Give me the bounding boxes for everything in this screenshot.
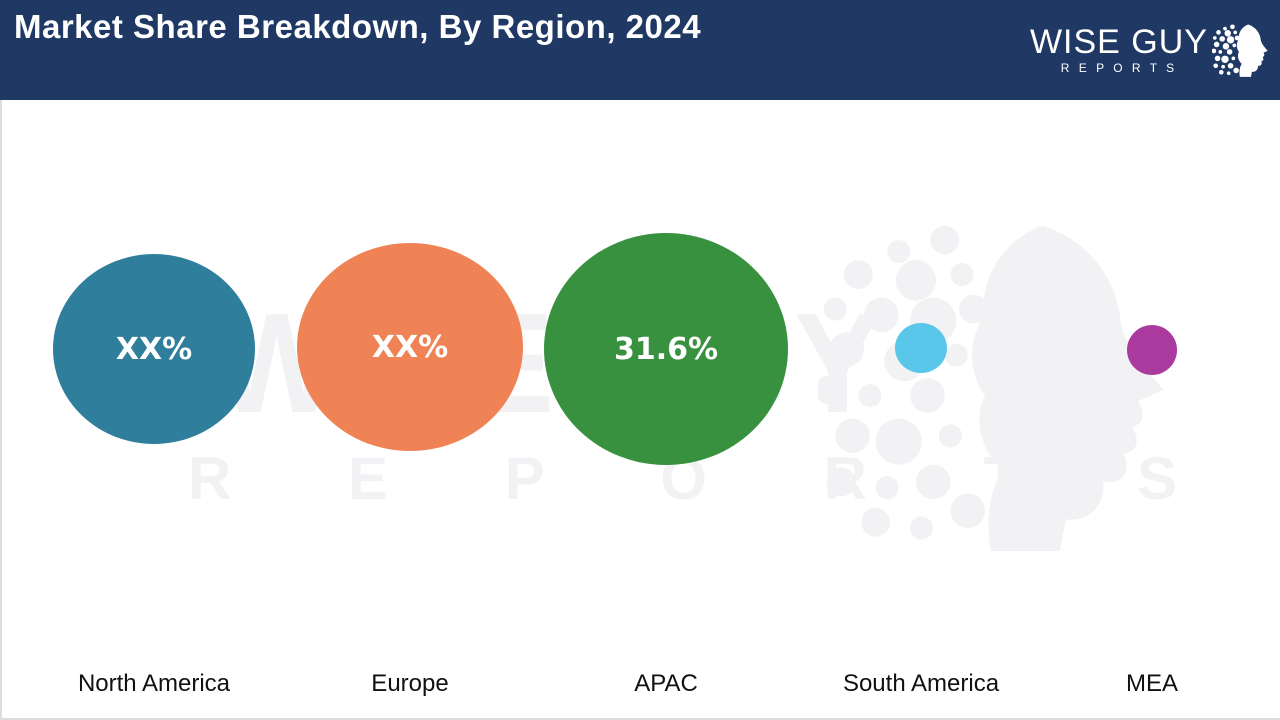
brand-logo: WISE GUY R E P O R T S — [1030, 6, 1270, 94]
brand-subtitle: R E P O R T S — [1060, 61, 1178, 76]
bubble-value-label: XX% — [115, 331, 193, 367]
header-bar: Market Share Breakdown, By Region, 2024 … — [0, 0, 1280, 100]
category-label-mea: MEA — [1125, 670, 1179, 697]
bubble-value-label: 31.6% — [613, 331, 719, 367]
watermark-head-icon — [818, 225, 1164, 552]
category-label-europe: Europe — [371, 670, 449, 697]
bubble-europe: XX% — [297, 243, 523, 451]
bubble-value-label: XX% — [371, 329, 449, 365]
category-label-south-america: South America — [842, 670, 1000, 697]
brand-logo-text: WISE GUY R E P O R T S — [1029, 22, 1208, 76]
page-title: Market Share Breakdown, By Region, 2024 — [14, 8, 702, 45]
plot-area — [0, 100, 1280, 720]
brand-head-icon — [1212, 24, 1268, 77]
bubble-apac: 31.6% — [544, 233, 788, 465]
category-label-apac: APAC — [634, 670, 698, 697]
bubble-mea — [1127, 325, 1177, 375]
brand-name: WISE GUY — [1029, 22, 1208, 61]
category-label-north-america: North America — [77, 670, 231, 697]
bubble-south-america — [895, 323, 947, 373]
bubble-north-america: XX% — [53, 254, 255, 444]
